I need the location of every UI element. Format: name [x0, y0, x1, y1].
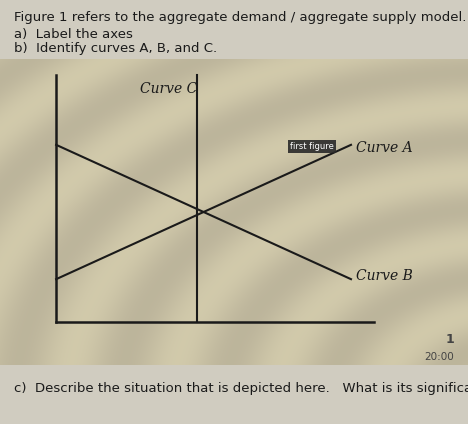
- Text: Curve A: Curve A: [356, 141, 412, 155]
- Text: 20:00: 20:00: [424, 351, 454, 362]
- Text: 1: 1: [445, 333, 454, 346]
- Text: b)  Identify curves A, B, and C.: b) Identify curves A, B, and C.: [14, 42, 217, 56]
- Text: Figure 1 refers to the aggregate demand / aggregate supply model.: Figure 1 refers to the aggregate demand …: [14, 11, 467, 24]
- Text: first figure: first figure: [290, 142, 334, 151]
- Text: Curve C: Curve C: [140, 82, 197, 96]
- Text: Curve B: Curve B: [356, 269, 413, 283]
- Text: c)  Describe the situation that is depicted here.   What is its significance?: c) Describe the situation that is depict…: [14, 382, 468, 395]
- Text: a)  Label the axes: a) Label the axes: [14, 28, 133, 41]
